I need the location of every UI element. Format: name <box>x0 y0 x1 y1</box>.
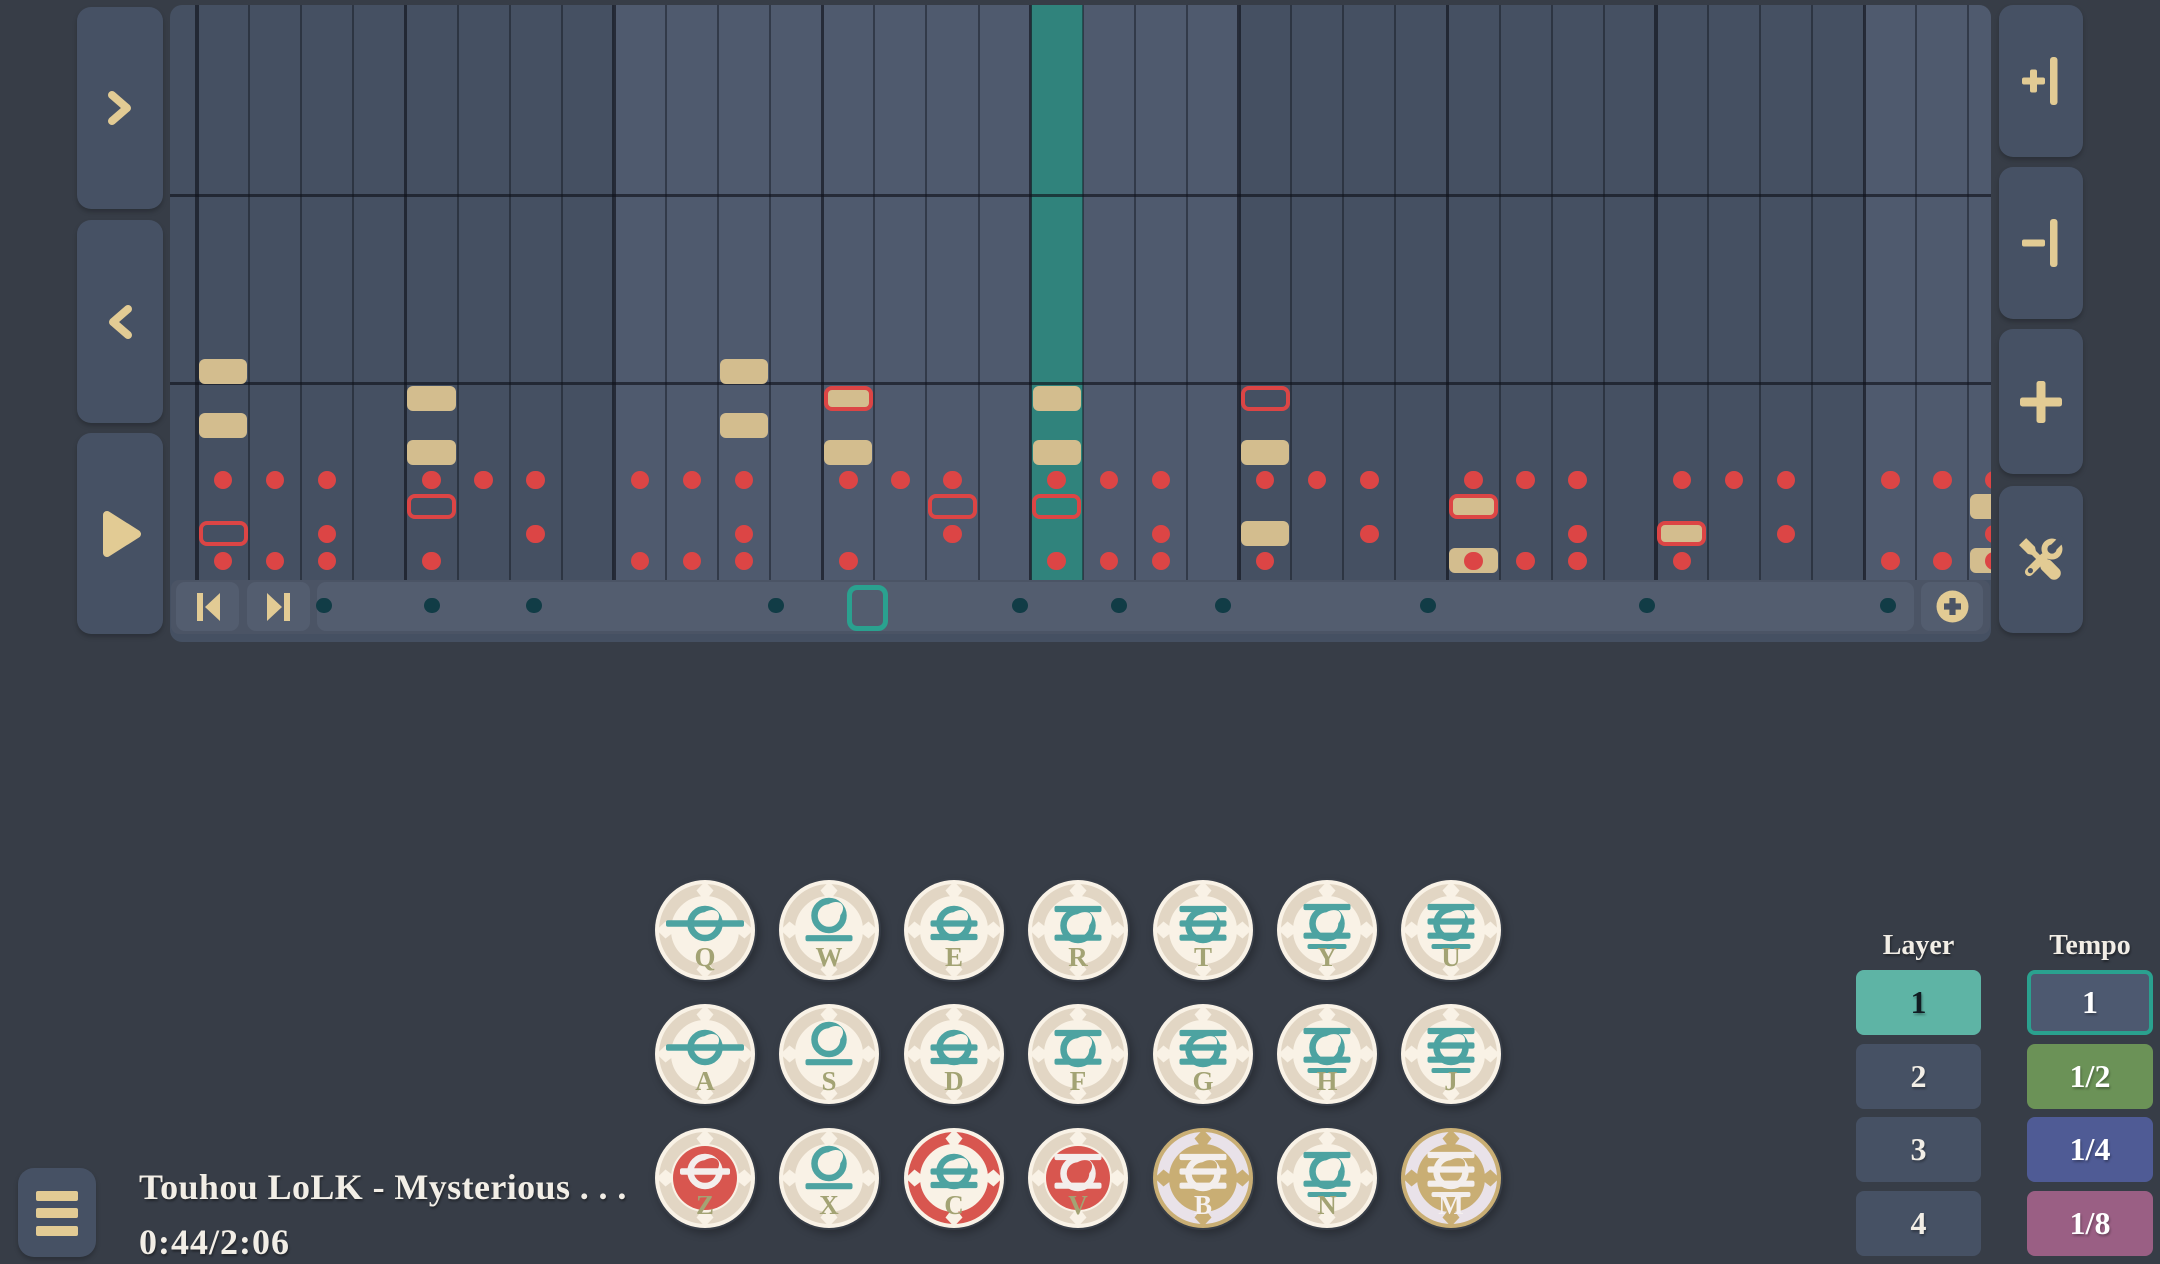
svg-text:N: N <box>1317 1190 1337 1220</box>
svg-text:F: F <box>1070 1066 1087 1096</box>
svg-text:Q: Q <box>694 942 715 972</box>
svg-text:J: J <box>1444 1066 1458 1096</box>
svg-text:B: B <box>1194 1190 1212 1220</box>
svg-text:U: U <box>1441 942 1461 972</box>
svg-text:W: W <box>816 942 843 972</box>
svg-text:D: D <box>944 1066 964 1096</box>
svg-text:R: R <box>1068 942 1088 972</box>
svg-text:M: M <box>1438 1190 1463 1220</box>
svg-text:V: V <box>1068 1190 1088 1220</box>
svg-text:E: E <box>945 942 963 972</box>
svg-text:Y: Y <box>1317 942 1337 972</box>
svg-text:Z: Z <box>696 1190 714 1220</box>
svg-text:X: X <box>819 1190 839 1220</box>
svg-text:T: T <box>1194 942 1212 972</box>
svg-text:C: C <box>944 1190 964 1220</box>
svg-text:S: S <box>821 1066 836 1096</box>
svg-text:G: G <box>1192 1066 1213 1096</box>
svg-text:A: A <box>695 1066 715 1096</box>
svg-text:H: H <box>1316 1066 1337 1096</box>
